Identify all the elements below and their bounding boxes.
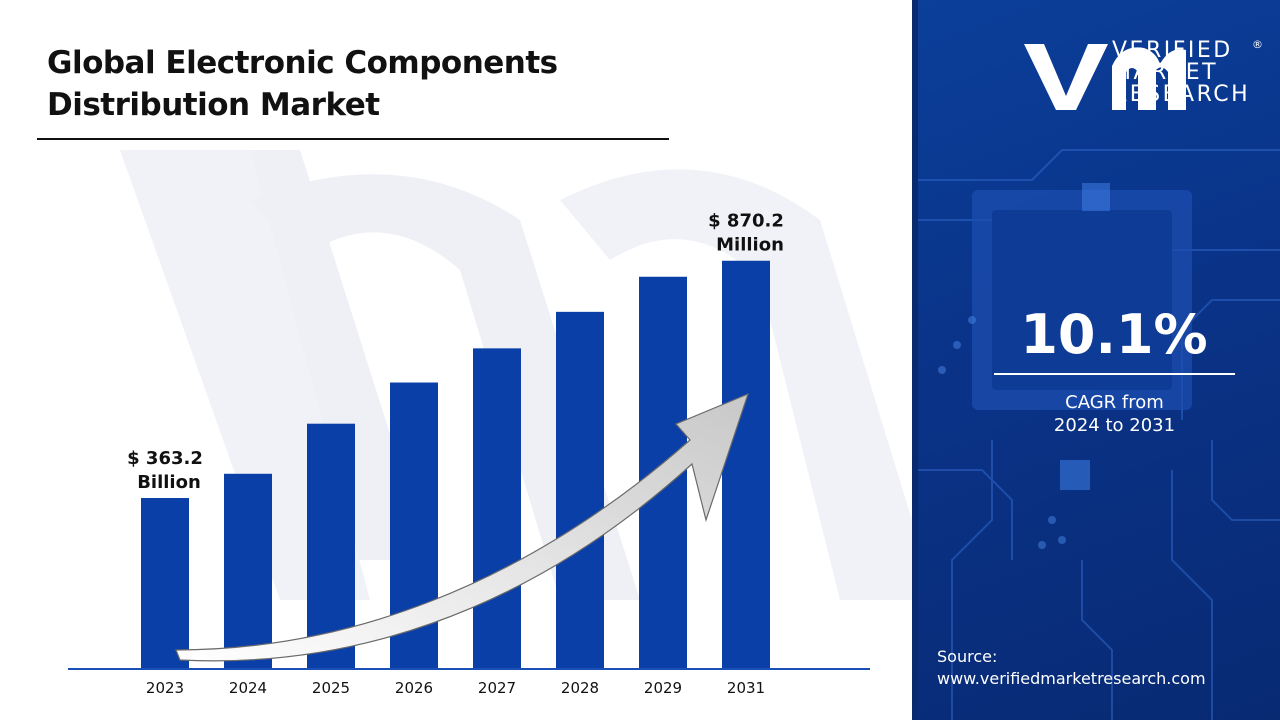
source-label: Source:	[937, 647, 998, 666]
brand-line-1: VERIFIED	[1112, 38, 1233, 63]
bar-2028	[556, 311, 604, 668]
vmr-logo-icon	[1024, 44, 1186, 110]
bar-chart: 2023 2024 2025 2026 2027 2028 2029 2031 $ 363.2…	[68, 211, 870, 697]
panel-edge	[912, 0, 918, 720]
chart-panel: Global Electronic Components Distributio…	[37, 42, 912, 697]
x-tick-2029: 2029	[644, 679, 682, 697]
cagr-label-line-2: 2024 to 2031	[1053, 415, 1176, 436]
title-divider	[37, 138, 669, 140]
bar-2024	[224, 473, 272, 668]
data-label-2023: $ 363.2 Billion	[127, 448, 203, 493]
trend-arrow	[175, 392, 749, 662]
x-tick-2025: 2025	[312, 679, 350, 697]
bar-2025	[307, 423, 355, 668]
data-label-2031: $ 870.2 Million	[708, 211, 784, 256]
brand-line-3: RESEARCH	[1112, 82, 1251, 107]
cagr-label: CAGR from 2024 to 2031	[994, 391, 1235, 437]
brand-name: VERIFIED MARKET RESEARCH	[1112, 40, 1250, 106]
source-url[interactable]: www.verifiedmarketresearch.com	[937, 669, 1206, 688]
bar-2027	[473, 348, 521, 668]
bar-2031	[722, 260, 770, 668]
page-title: Global Electronic Components Distributio…	[47, 42, 687, 126]
title-line-2: Distribution Market	[47, 87, 380, 123]
x-tick-2026: 2026	[395, 679, 433, 697]
x-tick-2028: 2028	[561, 679, 599, 697]
x-tick-2027: 2027	[478, 679, 516, 697]
registered-mark: ®	[1252, 38, 1263, 51]
brand-line-2: MARKET	[1112, 60, 1219, 85]
bar-2023	[141, 498, 189, 668]
cagr-label-line-1: CAGR from	[1065, 392, 1164, 413]
title-line-1: Global Electronic Components	[47, 45, 558, 81]
circuit-board-background	[912, 149, 1280, 720]
x-tick-2023: 2023	[146, 679, 184, 697]
cagr-divider	[994, 373, 1235, 375]
info-panel: VERIFIED MARKET RESEARCH ® 10.1% CAGR fr…	[912, 0, 1280, 720]
source-block: Source: www.verifiedmarketresearch.com	[937, 646, 1206, 690]
x-tick-2024: 2024	[229, 679, 267, 697]
x-tick-2031: 2031	[727, 679, 765, 697]
cagr-value: 10.1%	[1020, 303, 1208, 366]
